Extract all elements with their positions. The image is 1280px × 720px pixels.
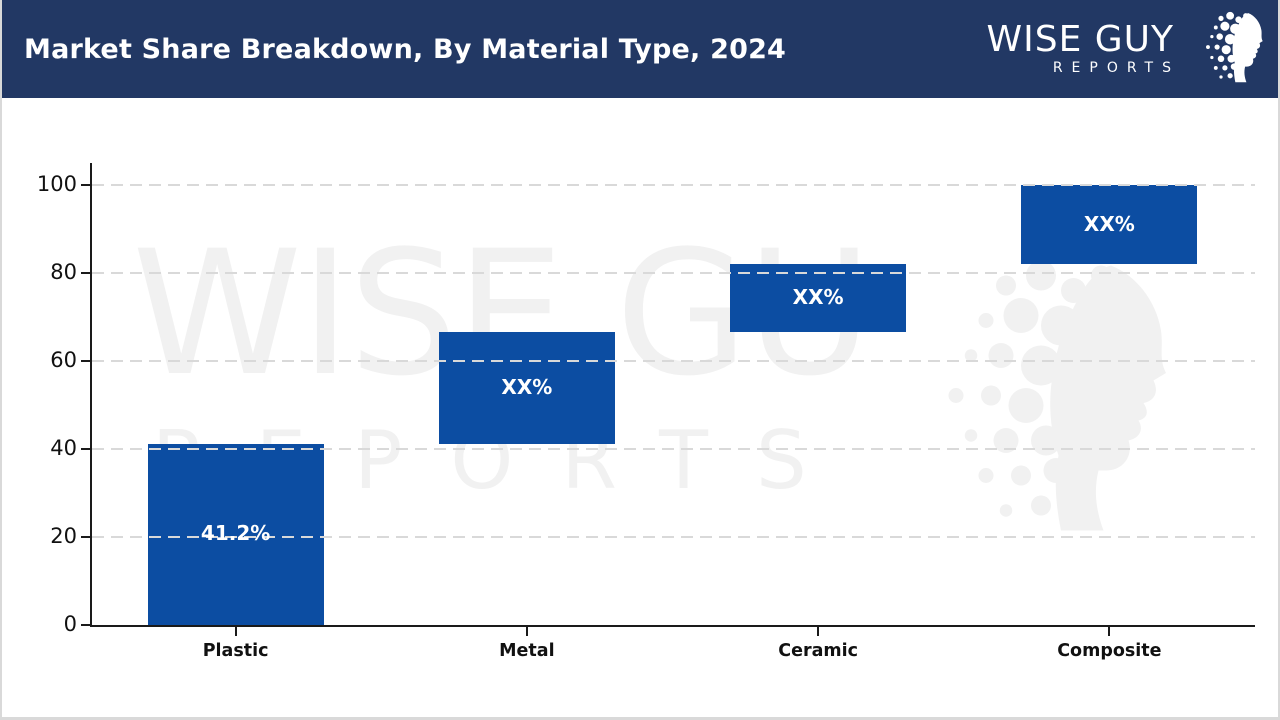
x-tick-label-ceramic: Ceramic (778, 641, 858, 661)
y-tick-label-0: 0 (63, 612, 77, 636)
bar-metal (438, 332, 615, 444)
x-tick-label-composite: Composite (1057, 641, 1162, 661)
y-tick-label-40: 40 (50, 436, 77, 460)
y-tick-80 (81, 272, 90, 274)
bar-value-label-metal: XX% (501, 375, 553, 400)
brand-name: WISE GUY (986, 19, 1174, 60)
bar-ceramic (730, 264, 907, 333)
y-tick-label-80: 80 (50, 260, 77, 284)
header-bar: Market Share Breakdown, By Material Type… (2, 0, 1278, 98)
bar-value-label-composite: XX% (1083, 211, 1135, 236)
gridline-100 (92, 184, 1255, 186)
brand-wordmark: WISE GUY REPORTS (986, 19, 1175, 77)
x-tick-metal (525, 627, 528, 636)
y-tick-60 (81, 360, 90, 362)
page-title: Market Share Breakdown, By Material Type… (24, 33, 787, 65)
x-tick-label-plastic: Plastic (202, 641, 269, 661)
brand-subtitle: REPORTS (1052, 60, 1180, 76)
brand-logo: WISE GUY REPORTS (987, 7, 1265, 91)
x-tick-ceramic (817, 627, 820, 636)
bar-chart: WISE GU REPORTS 0 20 40 60 80 100 41.2% Plastic… (2, 98, 1278, 717)
y-tick-20 (81, 536, 90, 538)
x-tick-composite (1108, 627, 1111, 636)
x-axis-line (90, 625, 1255, 627)
gridline-60 (92, 360, 1255, 362)
y-tick-label-20: 20 (50, 524, 77, 548)
gridline-20 (92, 536, 1255, 538)
bar-value-label-ceramic: XX% (792, 285, 844, 310)
dotted-head-icon (1206, 11, 1263, 83)
y-tick-label-60: 60 (50, 348, 77, 372)
y-tick-label-100: 100 (36, 172, 77, 196)
gridline-40 (92, 448, 1255, 450)
bar-value-label-plastic: 41.2% (200, 521, 271, 546)
y-axis-line (90, 163, 92, 627)
y-tick-40 (81, 448, 90, 450)
x-tick-plastic (234, 627, 237, 636)
gridline-80 (92, 272, 1255, 274)
bar-plastic (147, 443, 324, 625)
y-tick-100 (81, 184, 90, 186)
y-tick-0 (81, 624, 90, 626)
x-tick-label-metal: Metal (499, 641, 555, 661)
bar-composite (1021, 185, 1198, 265)
